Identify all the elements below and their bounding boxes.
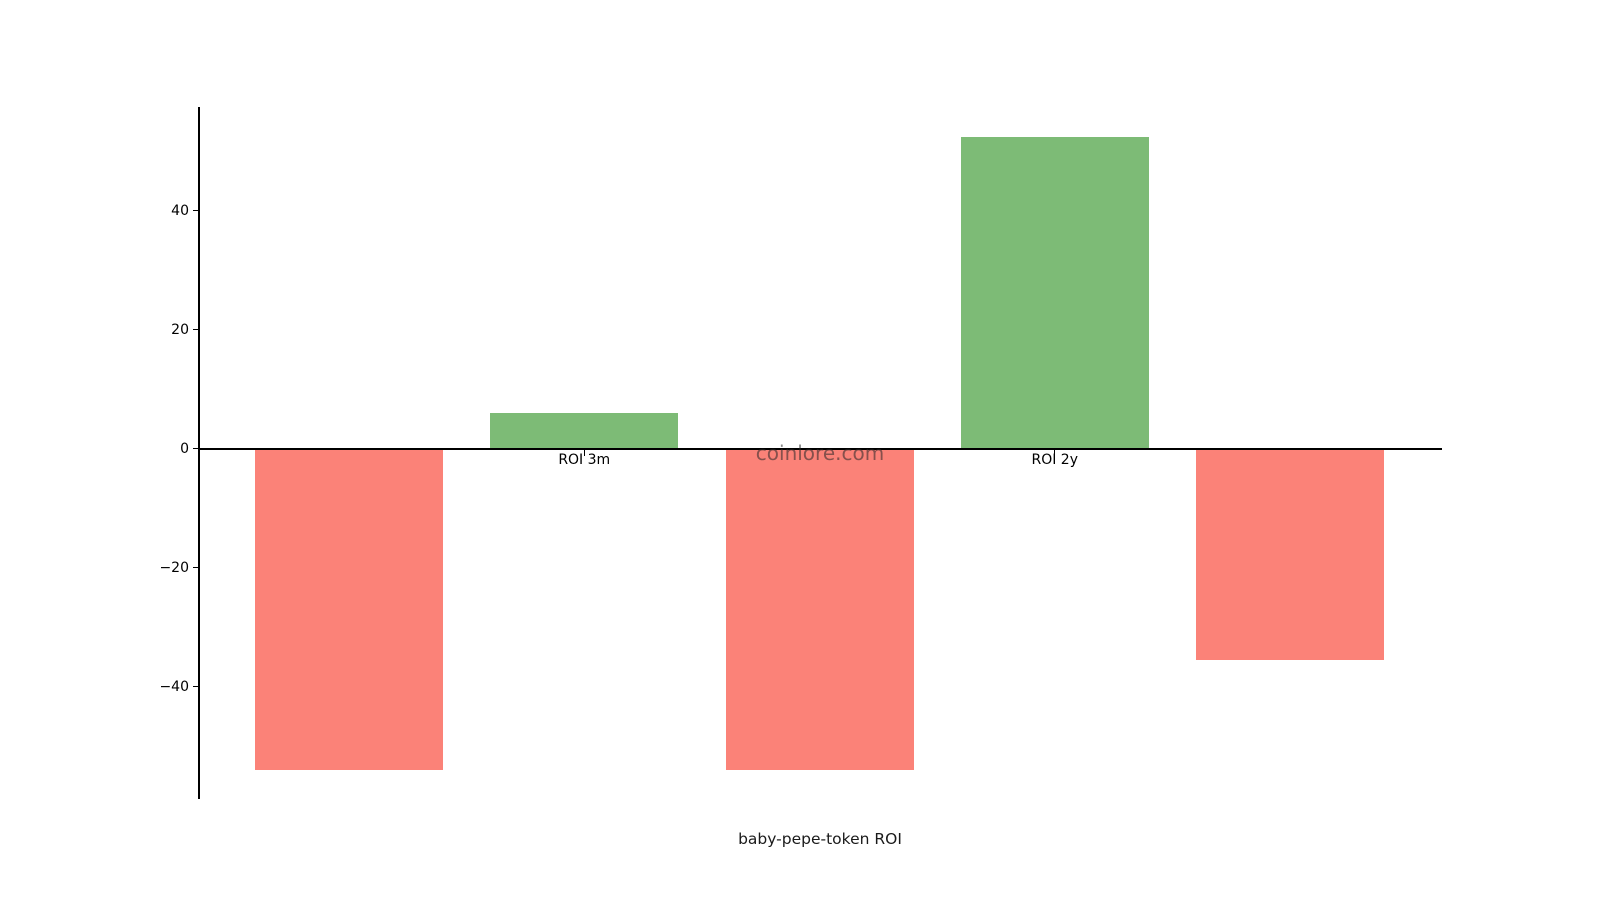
y-tick-mark — [193, 447, 199, 450]
y-tick-label: 40 — [171, 202, 189, 219]
bar-category-1 — [255, 449, 443, 770]
y-tick-label: −40 — [159, 678, 189, 695]
y-tick-mark — [193, 328, 199, 331]
chart-title: baby-pepe-token ROI — [738, 830, 902, 848]
y-tick-mark — [193, 209, 199, 212]
x-tick-label: ROI 2y — [1031, 451, 1079, 468]
x-tick-label: ROI 3m — [558, 451, 611, 468]
bar-ROI 3m — [490, 412, 679, 449]
bar-category-3 — [725, 449, 914, 770]
x-tick-mark — [1054, 449, 1056, 456]
y-tick-label: 20 — [171, 321, 189, 338]
watermark: coinlore.com — [755, 441, 885, 465]
x-axis-line — [198, 448, 1442, 450]
bar-category-5 — [1196, 449, 1384, 660]
y-tick-label: −20 — [159, 559, 189, 576]
y-axis-line — [198, 107, 200, 799]
y-tick-label: 0 — [180, 440, 189, 457]
y-tick-mark — [193, 566, 199, 569]
bar-ROI 2y — [960, 137, 1149, 449]
x-tick-mark — [583, 449, 585, 456]
y-tick-mark — [193, 685, 199, 688]
